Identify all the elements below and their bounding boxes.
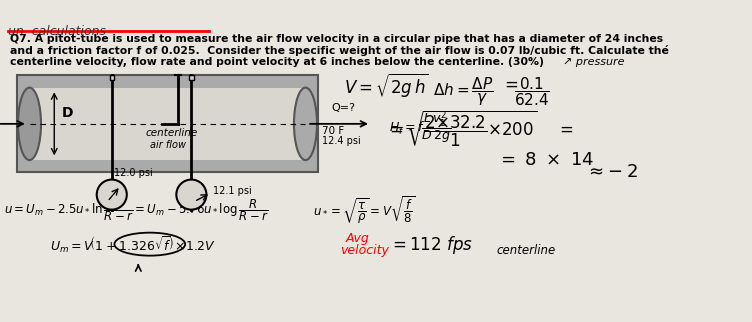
Text: $H_f = f\dfrac{L\,v^2_1}{D\,2g}$: $H_f = f\dfrac{L\,v^2_1}{D\,2g}$ (389, 110, 450, 146)
Text: $=\sqrt{\dfrac{2{\times}32.2}{1}{\times}200}$: $=\sqrt{\dfrac{2{\times}32.2}{1}{\times}… (386, 108, 537, 148)
Bar (17, 75, 318, 173)
Text: 70 F: 70 F (323, 126, 344, 136)
Text: $u = U_m - 2.5u_*\ln\dfrac{R}{R-r} = U_m - 5.76u_*\log\dfrac{R}{R-r}$: $u = U_m - 2.5u_*\ln\dfrac{R}{R-r} = U_m… (4, 198, 268, 223)
Circle shape (176, 180, 206, 210)
Text: velocity: velocity (340, 244, 389, 257)
Text: $u_* = \sqrt{\dfrac{\tau}{\rho}} = V\sqrt{\dfrac{f}{8}}$: $u_* = \sqrt{\dfrac{\tau}{\rho}} = V\sqr… (313, 195, 415, 226)
Bar (29, 88, 305, 160)
Circle shape (97, 180, 127, 210)
Text: un  calculations: un calculations (8, 25, 106, 38)
Text: $\dfrac{0.1}{62.4}$: $\dfrac{0.1}{62.4}$ (514, 75, 550, 108)
Text: $=$: $=$ (556, 119, 573, 137)
Text: $\Delta h{=}\dfrac{\Delta P}{\gamma}$: $\Delta h{=}\dfrac{\Delta P}{\gamma}$ (433, 75, 493, 108)
Text: $= 112\ fps$: $= 112\ fps$ (389, 234, 473, 256)
Text: centerline velocity, flow rate and point velocity at 6 inches below the centerli: centerline velocity, flow rate and point… (10, 57, 544, 67)
Text: 12.4 psi: 12.4 psi (323, 136, 361, 146)
Text: $\approx\!-2$: $\approx\!-2$ (585, 164, 638, 182)
Text: air flow: air flow (150, 140, 186, 150)
Text: Q=?: Q=? (331, 103, 355, 113)
Bar (110, 75, 114, 80)
Ellipse shape (294, 88, 317, 160)
Text: centerline: centerline (496, 244, 556, 257)
Text: ↗ pressure: ↗ pressure (562, 57, 624, 67)
Text: $U_m = V\!\left(1+1.326\sqrt{f}\right)\!\times\! 1.2V$: $U_m = V\!\left(1+1.326\sqrt{f}\right)\!… (50, 234, 216, 255)
Text: $=\ 8\ \times\ 14$: $=\ 8\ \times\ 14$ (496, 151, 593, 169)
Text: and a friction factor f of 0.025.  Consider the specific weight of the air flow : and a friction factor f of 0.025. Consid… (10, 45, 669, 56)
Text: Q7. A pitot-tube is used to measure the air flow velocity in a circular pipe tha: Q7. A pitot-tube is used to measure the … (10, 33, 663, 44)
Text: $=$: $=$ (501, 75, 518, 93)
Text: D: D (62, 106, 73, 120)
Text: centerline: centerline (145, 128, 198, 138)
Bar (190, 75, 193, 80)
Ellipse shape (18, 88, 41, 160)
Text: 12.0 psi: 12.0 psi (114, 168, 153, 178)
Text: $V{=}\sqrt{2g\,h}$: $V{=}\sqrt{2g\,h}$ (344, 72, 429, 100)
Text: Avg: Avg (346, 232, 370, 245)
Text: 12.1 psi: 12.1 psi (214, 186, 252, 196)
